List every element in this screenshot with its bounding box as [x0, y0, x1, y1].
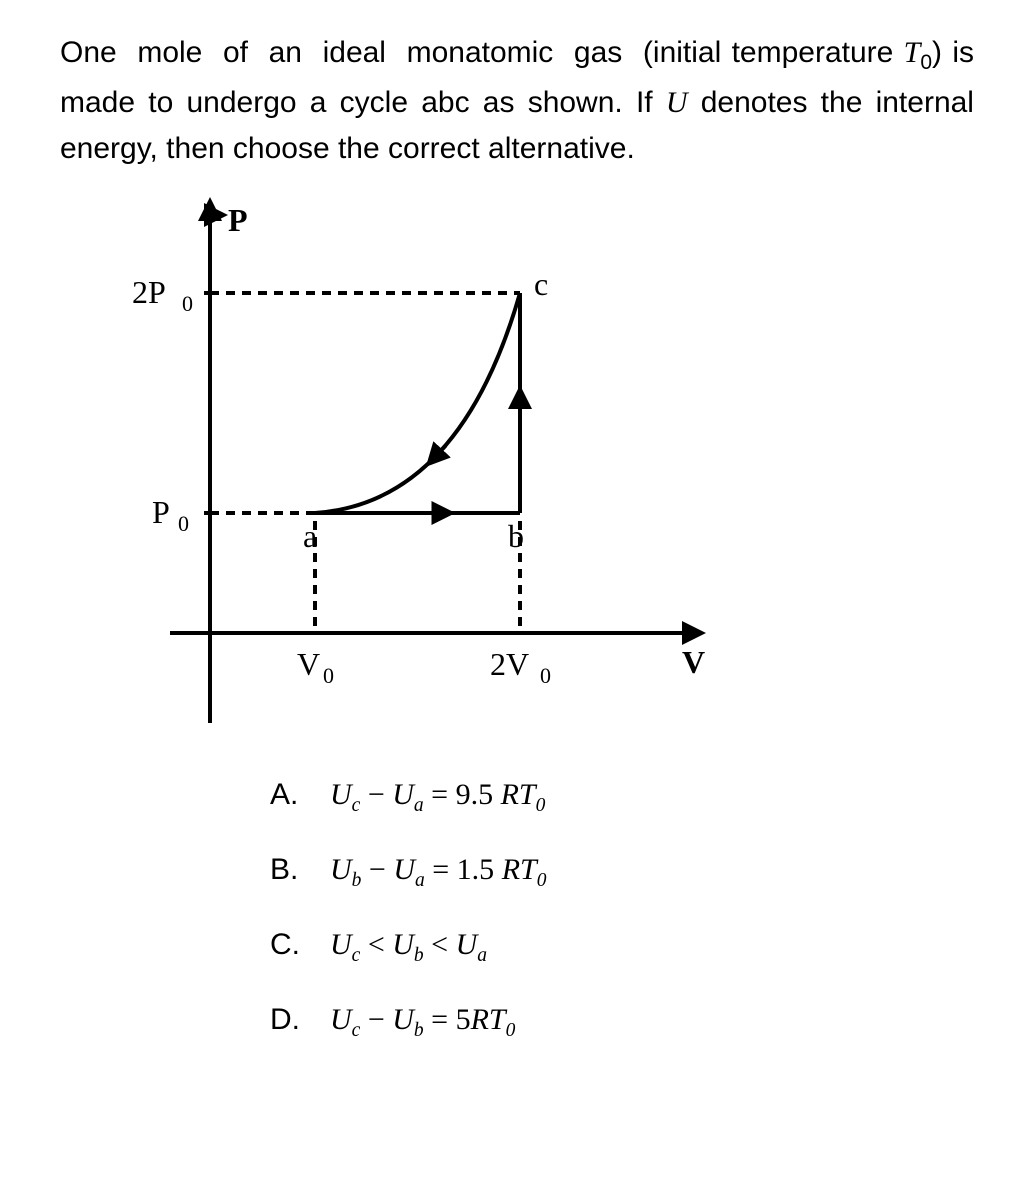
option-letter: D. [270, 1003, 330, 1037]
svg-text:P: P [152, 494, 170, 530]
option-expression: Uc − Ub = 5RT0 [330, 1003, 515, 1042]
svg-text:0: 0 [182, 291, 193, 316]
option-letter: A. [270, 778, 330, 812]
page: One mole of an ideal monatomic gas (init… [0, 0, 1024, 1118]
option-expression: Uc − Ua = 9.5 RT0 [330, 778, 545, 817]
pv-diagram: PV2P0P0V02V0abc [100, 193, 974, 738]
options-list: A.Uc − Ua = 9.5 RT0 B.Ub − Ua = 1.5 RT0 C.… [270, 778, 974, 1042]
svg-text:0: 0 [178, 511, 189, 536]
option-row: D.Uc − Ub = 5RT0 [270, 1003, 974, 1042]
option-row: B.Ub − Ua = 1.5 RT0 [270, 853, 974, 892]
svg-text:0: 0 [323, 663, 334, 688]
svg-text:V: V [682, 644, 705, 680]
pv-diagram-svg: PV2P0P0V02V0abc [100, 193, 720, 733]
option-row: A.Uc − Ua = 9.5 RT0 [270, 778, 974, 817]
svg-text:0: 0 [540, 663, 551, 688]
svg-text:c: c [534, 266, 548, 302]
svg-text:a: a [303, 518, 317, 554]
option-expression: Ub − Ua = 1.5 RT0 [330, 853, 546, 892]
option-expression: Uc < Ub < Ua [330, 928, 487, 967]
svg-text:V: V [297, 646, 320, 682]
svg-text:b: b [508, 518, 524, 554]
option-letter: C. [270, 928, 330, 962]
svg-text:2P: 2P [132, 274, 166, 310]
svg-text:P: P [228, 202, 248, 238]
option-letter: B. [270, 853, 330, 887]
question-text: One mole of an ideal monatomic gas (init… [60, 30, 974, 173]
svg-text:2V: 2V [490, 646, 529, 682]
option-row: C.Uc < Ub < Ua [270, 928, 974, 967]
